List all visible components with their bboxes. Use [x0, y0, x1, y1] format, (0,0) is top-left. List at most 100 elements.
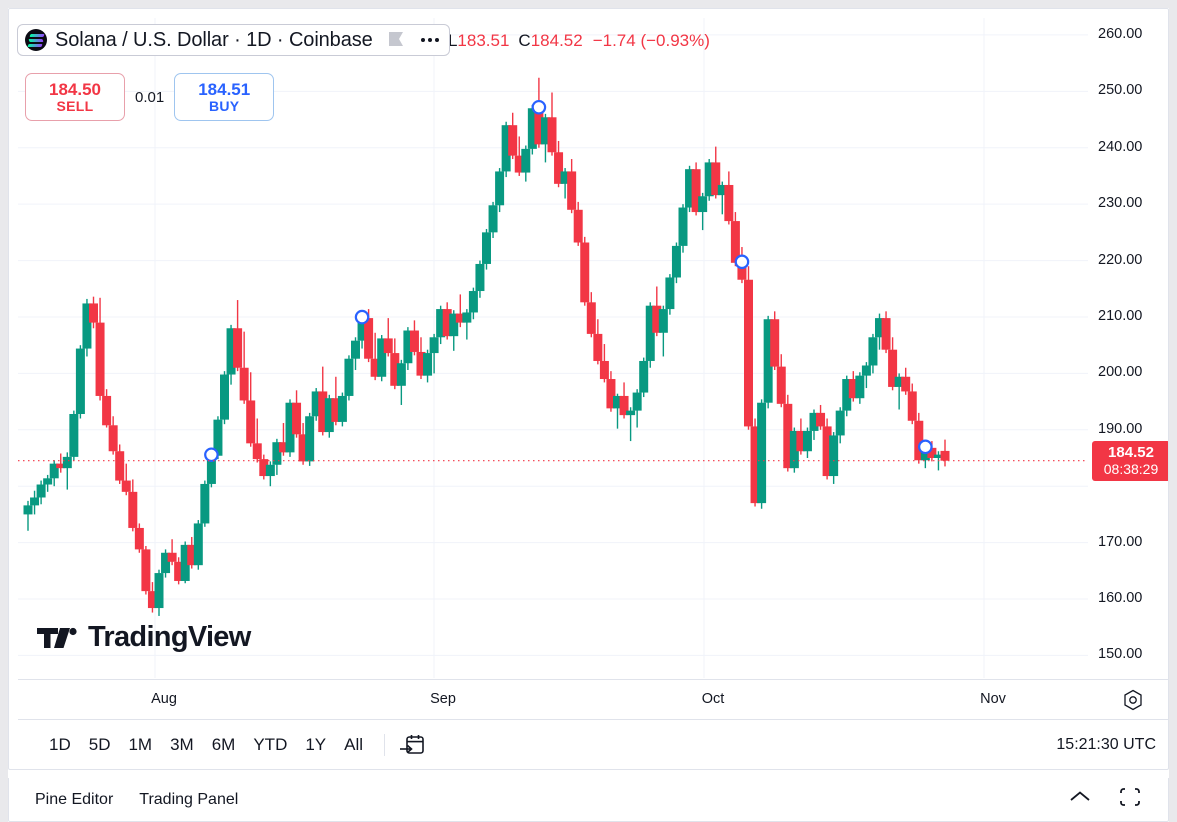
symbol-legend: Solana / U.S. Dollar · 1D · Coinbase: [17, 24, 450, 56]
trade-marker-icon: [531, 99, 547, 115]
ohlc-close-label: C: [518, 31, 531, 50]
candle-body: [619, 395, 629, 416]
candle-body: [809, 412, 819, 431]
trade-buttons: 184.50 SELL 0.01 184.51 BUY: [25, 73, 275, 121]
candle-body: [455, 313, 465, 323]
candle-body: [488, 205, 498, 233]
bottom-panel-actions: [1068, 786, 1142, 813]
candle-body: [573, 209, 583, 243]
candle-body: [187, 544, 197, 566]
candle-body: [475, 263, 485, 292]
candle-body: [626, 410, 636, 416]
candle-body: [855, 375, 865, 399]
candle-body: [75, 348, 85, 414]
solana-logo-icon: [25, 29, 47, 51]
bottom-panel-item[interactable]: Pine Editor: [35, 790, 114, 808]
chevron-up-icon[interactable]: [1068, 789, 1092, 810]
candle-body: [547, 117, 557, 153]
timeframe-3m[interactable]: 3M: [170, 735, 194, 754]
candle-body: [599, 360, 609, 380]
candle-body: [324, 398, 334, 433]
time-tick: Oct: [701, 691, 725, 707]
price-scale[interactable]: 260.00 250.00 240.00 230.00 220.00 210.00 200.…: [1088, 18, 1168, 678]
candle-body: [429, 337, 439, 354]
candle-body: [134, 527, 144, 550]
candle-body: [796, 430, 806, 452]
candle-body: [678, 207, 688, 246]
candle-body: [174, 561, 184, 581]
more-options-icon[interactable]: [420, 38, 439, 42]
candle-body: [292, 402, 302, 435]
timeframe-1d[interactable]: 1D: [49, 735, 71, 754]
candle-body: [848, 379, 858, 399]
go-to-date-icon[interactable]: [399, 733, 425, 757]
candle-body: [141, 549, 151, 592]
candle-body: [914, 420, 924, 461]
candle-body: [940, 450, 950, 461]
candlestick-chart-pane[interactable]: [18, 18, 1088, 678]
candle-body: [802, 430, 812, 452]
candle-body: [331, 398, 341, 422]
ohlc-change-value: −1.74 (−0.93%): [592, 31, 710, 50]
candle-body: [344, 358, 354, 396]
timeframe-ytd[interactable]: YTD: [253, 735, 288, 754]
price-tick: 200.00: [1098, 364, 1143, 381]
toolbar-separator: [384, 734, 386, 756]
candle-body: [121, 480, 131, 492]
candle-body: [213, 419, 223, 456]
timeframe-1y[interactable]: 1Y: [305, 735, 327, 754]
candle-body: [383, 338, 393, 354]
candle-body: [390, 353, 400, 386]
buy-button[interactable]: 184.51 BUY: [174, 73, 275, 121]
price-tick: 220.00: [1098, 251, 1143, 268]
candle-body: [501, 125, 511, 172]
time-tick: Nov: [980, 691, 1006, 707]
candle-body: [89, 303, 98, 323]
candle-body: [521, 148, 531, 173]
chart-window: Solana / U.S. Dollar · 1D · Coinbase 6.2…: [8, 8, 1169, 770]
candle-body: [226, 328, 236, 375]
candle-body: [95, 322, 105, 396]
flag-icon[interactable]: [387, 30, 405, 50]
candle-body: [311, 391, 321, 417]
timeframe-5d[interactable]: 5D: [88, 735, 111, 754]
candle-body: [56, 463, 66, 469]
time-scale[interactable]: Nov Oct Sep Aug: [18, 679, 1168, 719]
buy-price: 184.51: [198, 79, 251, 99]
window-frame-top: [0, 0, 1177, 8]
timeframe-6m[interactable]: 6M: [211, 735, 236, 754]
candle-body: [337, 395, 347, 422]
candle-body: [246, 400, 256, 444]
candle-body: [888, 349, 898, 387]
candle-body: [933, 454, 943, 458]
symbol-button[interactable]: Solana / U.S. Dollar · 1D · Coinbase: [17, 24, 450, 56]
candle-body: [639, 360, 649, 393]
timeframe-1m[interactable]: 1M: [128, 735, 153, 754]
candle-body: [907, 391, 917, 421]
candle-body: [901, 376, 911, 392]
fullscreen-icon[interactable]: [1118, 786, 1142, 813]
candle-body: [272, 442, 282, 465]
candle-body: [206, 455, 216, 484]
timeframe-all[interactable]: All: [344, 735, 364, 754]
candle-body: [730, 221, 740, 263]
candle-body: [593, 333, 603, 361]
bottom-panel: Pine Editor Trading Panel: [8, 778, 1169, 822]
candle-body: [69, 414, 79, 457]
time-tick: Aug: [151, 691, 177, 707]
sell-button[interactable]: 184.50 SELL: [25, 73, 125, 121]
bottom-panel-item[interactable]: Trading Panel: [139, 790, 239, 808]
candle-body: [278, 442, 288, 453]
candle-body: [829, 435, 839, 477]
current-price-value: 184.52: [1108, 444, 1154, 462]
candle-body: [816, 412, 826, 427]
crosshair-target-icon[interactable]: [1122, 689, 1144, 716]
candle-body: [128, 491, 138, 528]
candle-body: [875, 318, 884, 338]
candle-body: [49, 463, 59, 479]
candle-body: [265, 464, 275, 477]
candle-body: [527, 108, 537, 149]
candle-body: [423, 353, 433, 376]
candle-body: [239, 367, 249, 401]
